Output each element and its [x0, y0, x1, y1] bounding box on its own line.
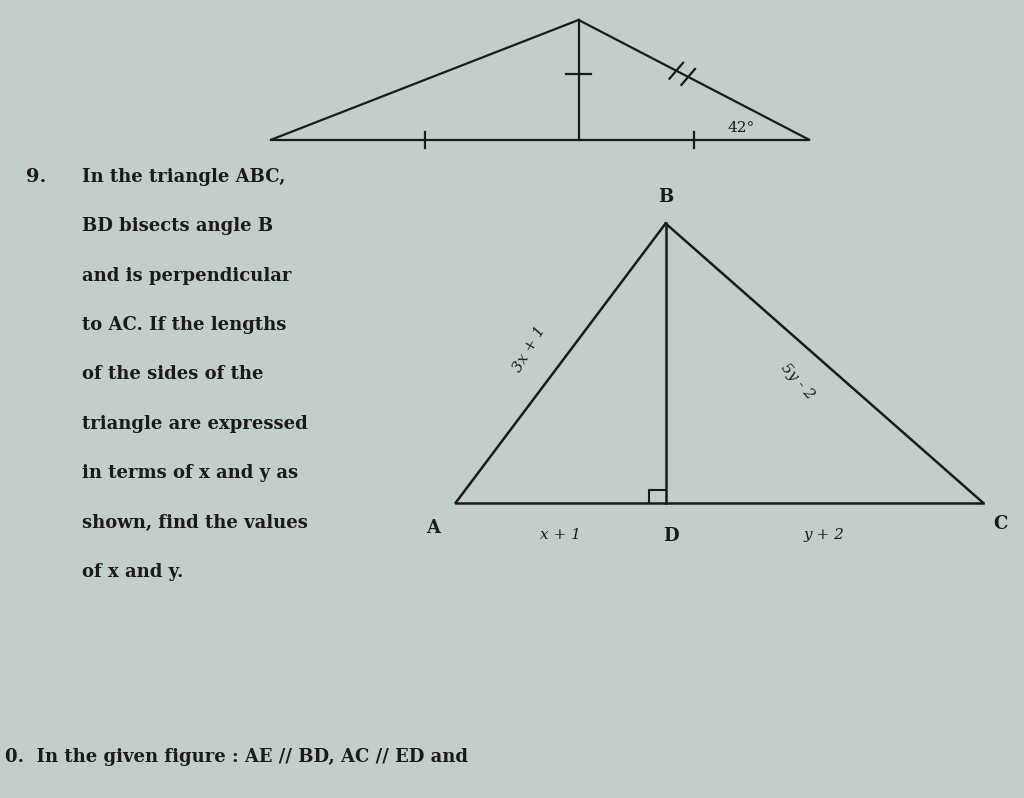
Text: and is perpendicular: and is perpendicular — [82, 267, 291, 285]
Text: to AC. If the lengths: to AC. If the lengths — [82, 316, 287, 334]
Text: in terms of x and y as: in terms of x and y as — [82, 464, 298, 483]
Text: 42°: 42° — [727, 120, 755, 135]
Text: D: D — [663, 527, 679, 545]
Text: triangle are expressed: triangle are expressed — [82, 415, 307, 433]
Text: of the sides of the: of the sides of the — [82, 365, 263, 384]
Text: of x and y.: of x and y. — [82, 563, 183, 582]
Text: In the triangle ABC,: In the triangle ABC, — [82, 168, 286, 186]
Text: 3x + 1: 3x + 1 — [511, 324, 549, 374]
Text: 9.: 9. — [26, 168, 46, 186]
Text: 0.  In the given figure : AE // BD, AC // ED and: 0. In the given figure : AE // BD, AC //… — [5, 748, 468, 766]
Text: y + 2: y + 2 — [804, 528, 845, 543]
Text: C: C — [993, 515, 1008, 533]
Text: shown, find the values: shown, find the values — [82, 514, 308, 532]
Text: BD bisects angle B: BD bisects angle B — [82, 217, 273, 235]
Text: 5y - 2: 5y - 2 — [778, 361, 817, 402]
Text: x + 1: x + 1 — [541, 528, 581, 543]
Text: A: A — [426, 519, 440, 537]
Text: B: B — [658, 188, 673, 206]
